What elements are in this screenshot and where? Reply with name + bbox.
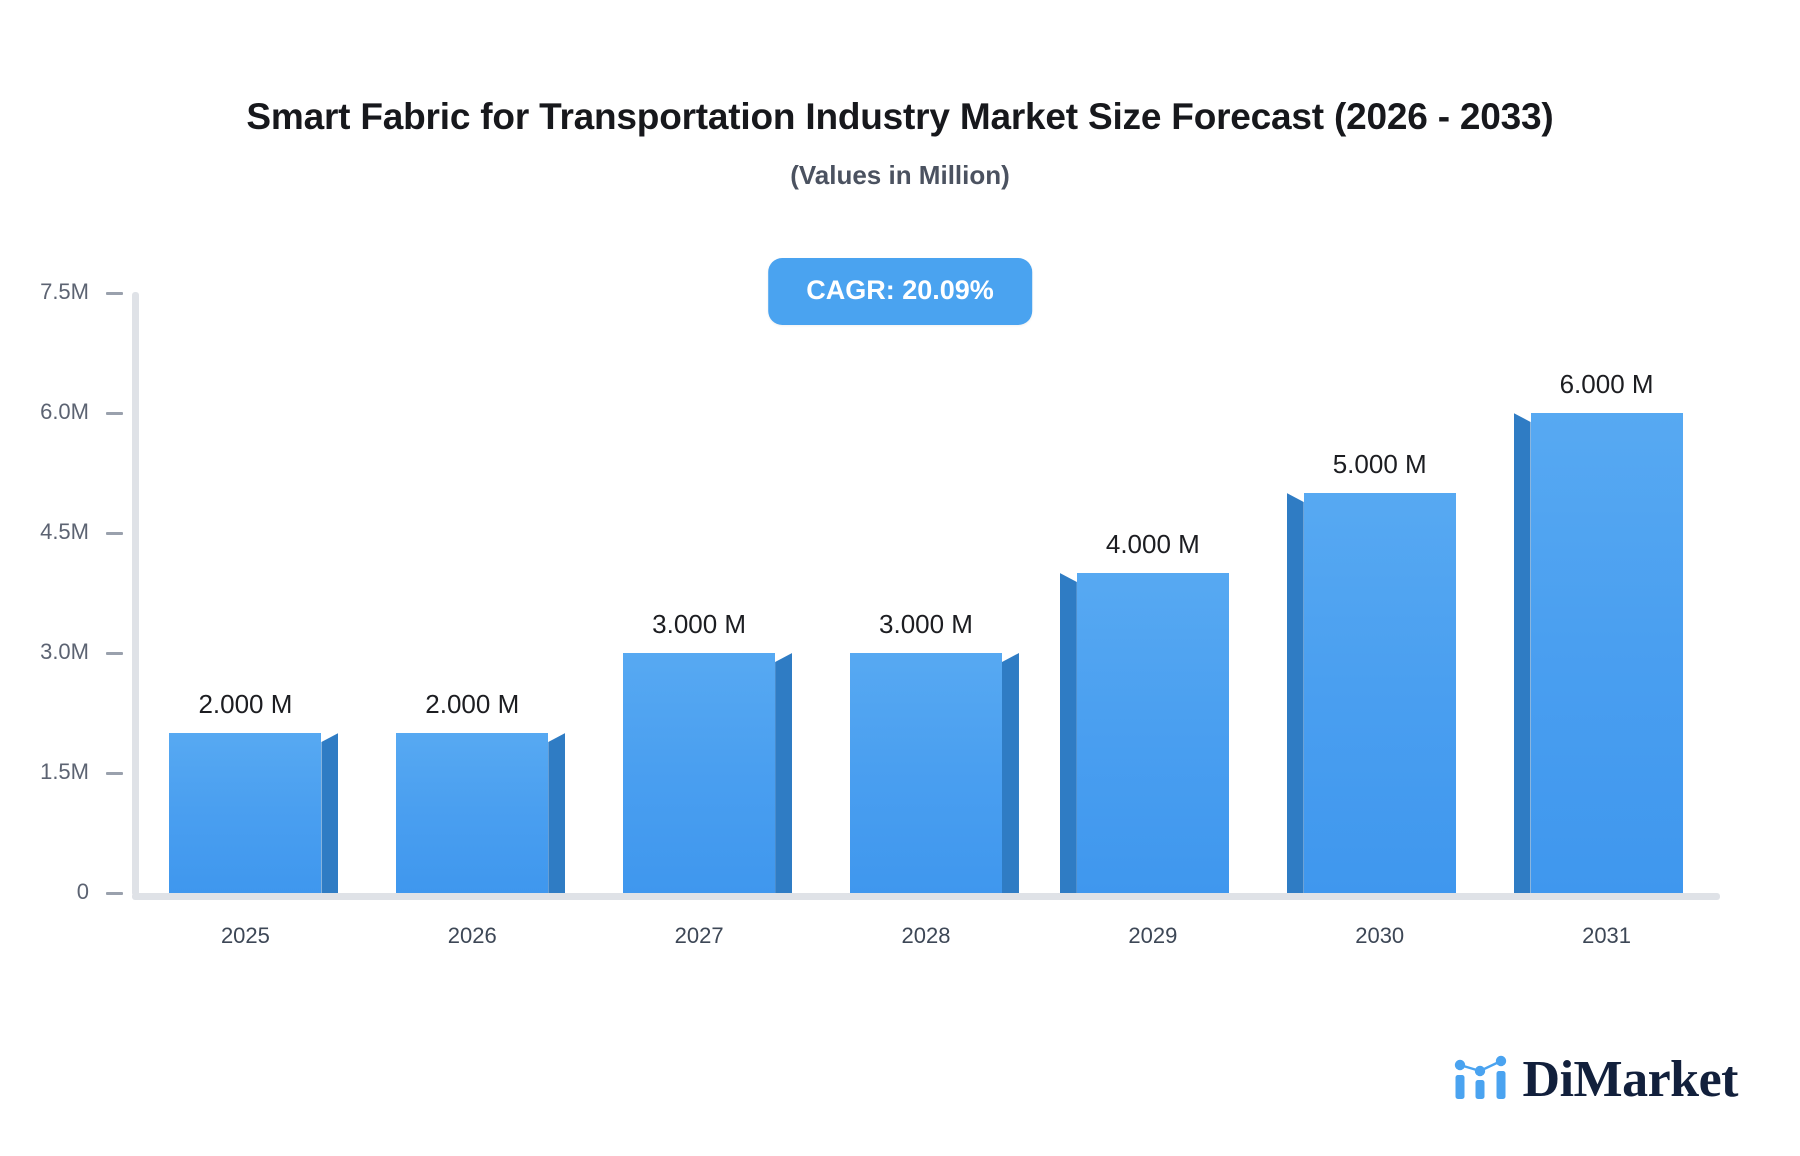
y-axis-tick-mark (106, 411, 123, 415)
cagr-badge: CAGR: 20.09% (768, 258, 1032, 325)
bar-face (396, 733, 549, 893)
bar-group[interactable]: 2027 3.000 M (586, 293, 813, 948)
bar-value-label: 3.000 M (652, 609, 747, 639)
chart-header: Smart Fabric for Transportation Industry… (0, 96, 1800, 191)
bar[interactable]: 2.000 M (396, 689, 566, 893)
bar-side-panel (1001, 653, 1019, 893)
bar[interactable]: 5.000 M (1286, 449, 1456, 893)
bar-face (623, 653, 776, 893)
dimarket-logo: DiMarket (1453, 1051, 1739, 1108)
x-axis-tick-label: 2031 (1582, 923, 1632, 948)
x-axis-tick-label: 2025 (220, 923, 270, 948)
bar[interactable]: 3.000 M (849, 609, 1019, 893)
chart-subtitle: (Values in Million) (790, 159, 1010, 190)
bar-group[interactable]: 2029 4.000 M (1039, 293, 1266, 948)
x-axis-tick-label: 2026 (447, 923, 497, 948)
bar-group[interactable]: 2031 6.000 M (1493, 293, 1720, 948)
bar[interactable]: 4.000 M (1059, 529, 1229, 893)
bar-group[interactable]: 2026 2.000 M (359, 293, 586, 948)
bar-side-panel (775, 653, 793, 893)
y-axis-tick-label: 4.5M (40, 519, 89, 544)
bar-group[interactable]: 2028 3.000 M (813, 293, 1040, 948)
y-axis-ticks: 0 1.5M 3.0M 4.5M 6.0M 7.5M (40, 279, 1720, 904)
bar[interactable]: 6.000 M (1513, 369, 1683, 893)
y-axis-tick-label: 0 (76, 879, 89, 904)
bar-side-panel (321, 733, 339, 893)
bar-value-label: 3.000 M (879, 609, 973, 639)
bar-side-panel (1513, 413, 1531, 893)
bar-face (1303, 493, 1456, 893)
x-axis-line (132, 893, 1720, 900)
y-axis-tick-label: 1.5M (40, 759, 89, 784)
bar-face (1076, 573, 1229, 893)
bar-side-panel (1286, 493, 1304, 893)
y-axis-tick-mark (106, 291, 123, 295)
bar-value-label: 5.000 M (1332, 449, 1427, 479)
page-title: Smart Fabric for Transportation Industry… (246, 96, 1554, 137)
bar-side-panel (1059, 573, 1077, 893)
bar-group[interactable]: 2025 2.000 M (132, 293, 359, 948)
y-axis-tick-label: 6.0M (40, 399, 89, 424)
x-axis-tick-label: 2029 (1128, 923, 1178, 948)
x-axis-tick-label: 2030 (1355, 923, 1405, 948)
y-axis-tick-mark (106, 771, 123, 775)
y-axis-tick-mark (106, 651, 123, 655)
bar-value-label: 2.000 M (198, 689, 293, 719)
bar-chart-icon (1453, 1055, 1509, 1106)
y-axis-tick-label: 3.0M (40, 639, 89, 664)
bar-value-label: 6.000 M (1559, 369, 1654, 399)
bar-face (169, 733, 322, 893)
x-axis-tick-label: 2027 (674, 923, 724, 948)
logo-text: DiMarket (1522, 1051, 1739, 1108)
bar-face (1530, 413, 1683, 893)
y-axis-tick-mark (106, 531, 123, 535)
bar-group[interactable]: 2030 5.000 M (1266, 293, 1493, 948)
y-axis-tick-mark (106, 891, 123, 895)
y-axis-tick-label: 7.5M (40, 279, 89, 304)
plot-area: 0 1.5M 3.0M 4.5M 6.0M 7.5M 2025 2.000 M 2026 2.0… (40, 279, 1720, 948)
bar-series: 2025 2.000 M 2026 2.000 M 2027 3.000 M 2028 3.0… (132, 293, 1720, 948)
x-axis-tick-label: 2028 (901, 923, 951, 948)
bar-side-panel (548, 733, 566, 893)
bar[interactable]: 3.000 M (623, 609, 793, 893)
bar-value-label: 2.000 M (425, 689, 520, 719)
y-axis-line (132, 292, 139, 896)
bar-face (849, 653, 1002, 893)
bar-value-label: 4.000 M (1105, 529, 1200, 559)
bar[interactable]: 2.000 M (169, 689, 339, 893)
